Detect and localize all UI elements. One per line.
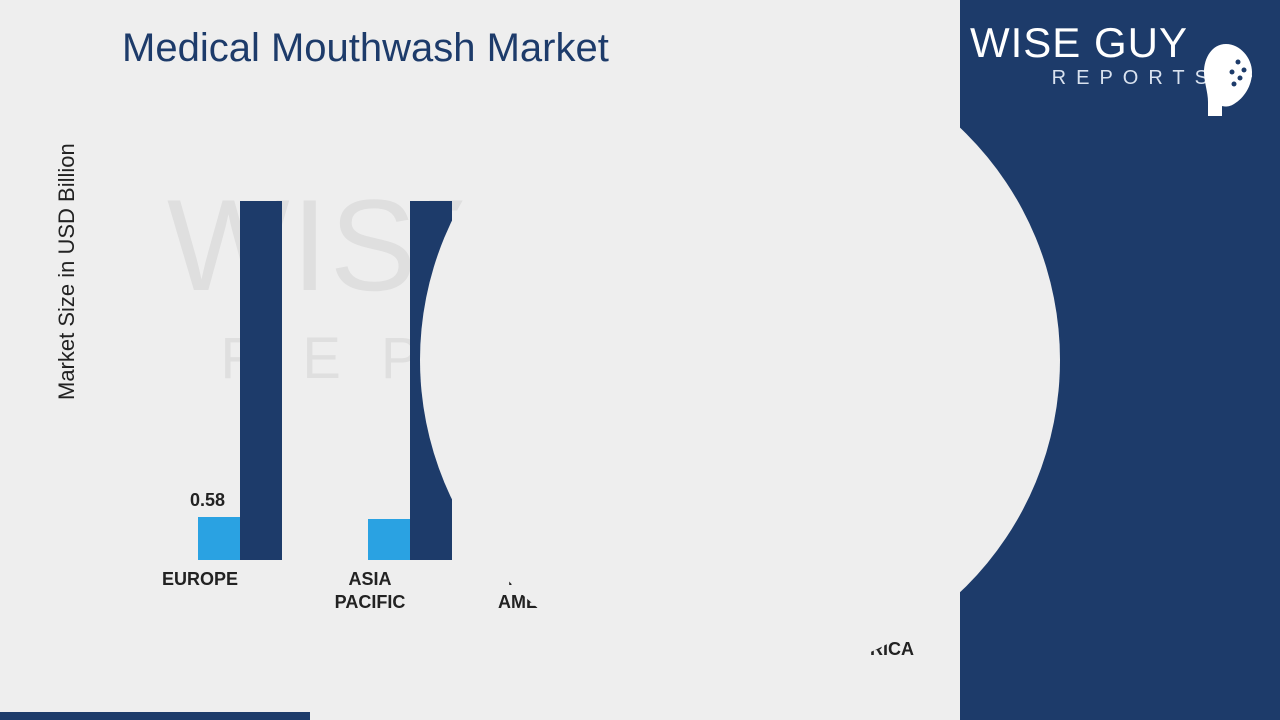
bar [240,201,282,560]
brand-logo: WISE GUY REPORTS [970,22,1258,88]
bar-value-label: 0.58 [190,490,225,511]
footer-accent-bar [0,712,310,720]
chart-title: Medical Mouthwash Market [122,26,609,71]
bar [368,519,410,560]
brand-line-1: WISE GUY [970,22,1188,64]
x-axis-label: EUROPE [140,568,260,591]
background-circle [420,40,1060,680]
brand-head-icon [1194,40,1258,120]
bar [198,517,240,560]
x-axis-label: ASIA PACIFIC [310,568,430,615]
brand-line-2: REPORTS [970,68,1218,88]
y-axis-label: Market Size in USD Billion [54,143,80,400]
